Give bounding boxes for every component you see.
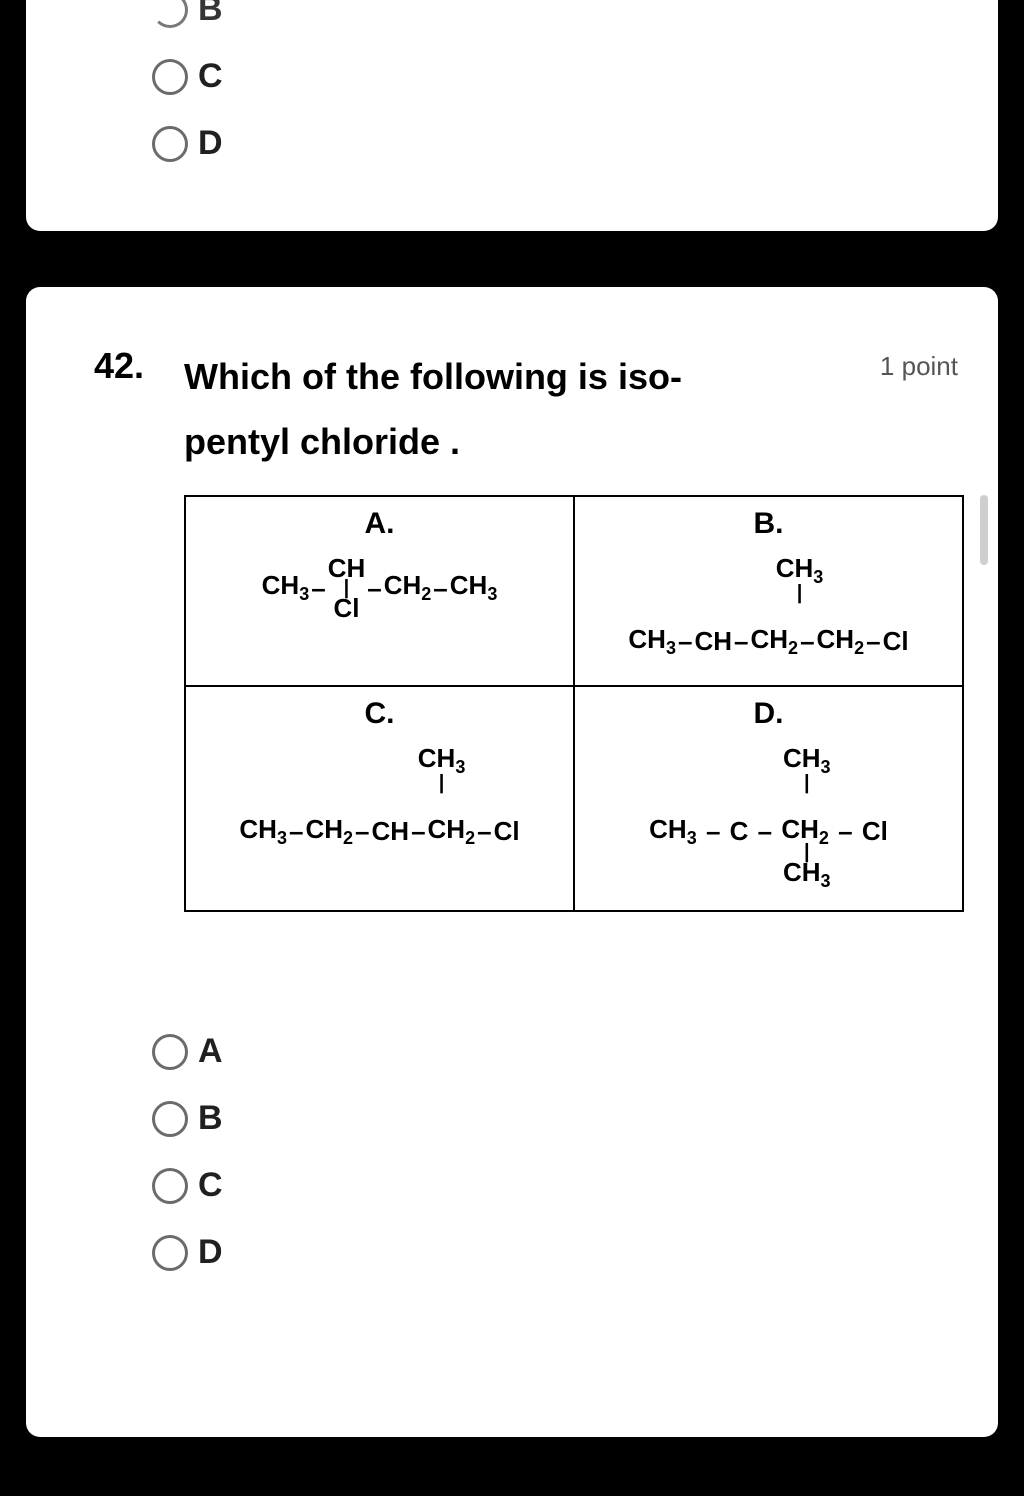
- radio-label: C: [198, 1166, 223, 1205]
- structure-d: CH3 – CH3 | X CH3 – C – CH2 – C: [585, 745, 952, 891]
- radio-circle-icon: [152, 126, 188, 162]
- question-text: Which of the following is iso- pentyl ch…: [184, 345, 860, 475]
- option-label-b: B.: [585, 507, 952, 541]
- structure-b: CH3– CH3 | X CH3– CH –CH2–CH2–Cl: [585, 555, 952, 657]
- question-text-line2: pentyl chloride .: [184, 421, 460, 462]
- radio-option-c[interactable]: C: [152, 57, 968, 96]
- option-cell-d: D. CH3 – CH3 | X: [574, 686, 963, 912]
- table-scroll-indicator: [980, 495, 988, 565]
- option-cell-b: B. CH3– CH3 | X: [574, 496, 963, 686]
- option-label-c: C.: [196, 697, 563, 731]
- radio-circle-icon: [152, 1235, 188, 1271]
- radio-circle-icon: [152, 0, 188, 28]
- radio-circle-icon: [152, 1034, 188, 1070]
- option-label-a: A.: [196, 507, 563, 541]
- radio-option-d[interactable]: D: [152, 1233, 968, 1272]
- radio-label: D: [198, 124, 223, 163]
- prev-radio-group: B C D: [152, 0, 968, 163]
- question-text-line1: Which of the following is iso-: [184, 356, 682, 397]
- radio-label: D: [198, 1233, 223, 1272]
- question-header: 42. Which of the following is iso- penty…: [56, 307, 968, 485]
- page: B C D 42. Which of the following is iso-…: [0, 0, 1024, 1486]
- radio-option-d[interactable]: D: [152, 124, 968, 163]
- structure-c: CH3–CH2– CH3 | X CH3–CH2– CH –CH2–: [196, 745, 563, 847]
- radio-label: B: [198, 1099, 223, 1138]
- structure-a: CH3– CH | Cl –CH2–CH3: [262, 555, 498, 621]
- radio-option-b[interactable]: B: [152, 1099, 968, 1138]
- radio-option-b[interactable]: B: [152, 0, 968, 29]
- radio-label: C: [198, 57, 223, 96]
- question-number: 42.: [94, 345, 184, 387]
- radio-circle-icon: [152, 1101, 188, 1137]
- answer-radio-group: A B C D: [152, 1032, 968, 1272]
- options-table-wrap: A. CH3– CH | Cl –CH2–CH3: [184, 495, 968, 913]
- radio-option-a[interactable]: A: [152, 1032, 968, 1071]
- radio-circle-icon: [152, 59, 188, 95]
- option-cell-a: A. CH3– CH | Cl –CH2–CH3: [185, 496, 574, 686]
- option-cell-c: C. CH3–CH2– CH3 | X: [185, 686, 574, 912]
- radio-option-c[interactable]: C: [152, 1166, 968, 1205]
- question-points: 1 point: [880, 351, 958, 382]
- radio-label: A: [198, 1032, 223, 1071]
- card-gap: [0, 231, 1024, 287]
- previous-question-card: B C D: [26, 0, 998, 231]
- question-card: 42. Which of the following is iso- penty…: [26, 287, 998, 1437]
- radio-circle-icon: [152, 1168, 188, 1204]
- options-table: A. CH3– CH | Cl –CH2–CH3: [184, 495, 964, 913]
- radio-label: B: [198, 0, 223, 29]
- option-label-d: D.: [585, 697, 952, 731]
